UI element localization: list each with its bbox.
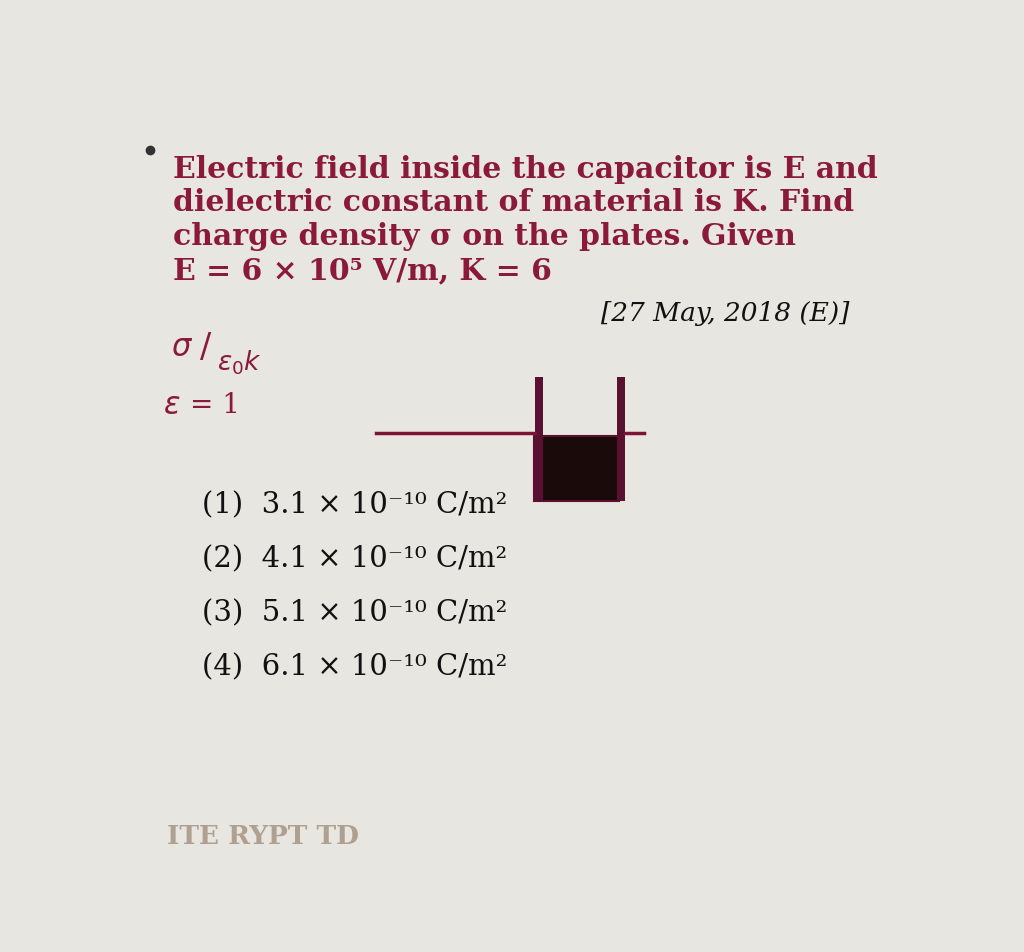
Text: $\varepsilon_0 k$: $\varepsilon_0 k$ bbox=[217, 348, 262, 377]
Text: (3)  5.1 × 10⁻¹⁰ C/m²: (3) 5.1 × 10⁻¹⁰ C/m² bbox=[202, 599, 507, 626]
Text: (4)  6.1 × 10⁻¹⁰ C/m²: (4) 6.1 × 10⁻¹⁰ C/m² bbox=[202, 652, 507, 681]
Text: Electric field inside the capacitor is E and: Electric field inside the capacitor is E… bbox=[173, 154, 878, 184]
Text: (2)  4.1 × 10⁻¹⁰ C/m²: (2) 4.1 × 10⁻¹⁰ C/m² bbox=[202, 545, 507, 573]
Bar bbox=[535, 378, 543, 501]
Bar bbox=[535, 437, 620, 501]
Text: (1)  3.1 × 10⁻¹⁰ C/m²: (1) 3.1 × 10⁻¹⁰ C/m² bbox=[202, 491, 507, 519]
Bar bbox=[617, 378, 625, 501]
Text: $\varepsilon$: $\varepsilon$ bbox=[163, 389, 180, 421]
Text: /: / bbox=[200, 331, 211, 364]
Text: charge density σ on the plates. Given: charge density σ on the plates. Given bbox=[173, 222, 796, 251]
Bar bbox=[617, 378, 625, 501]
Text: ITE RYPT TD: ITE RYPT TD bbox=[167, 823, 358, 848]
Text: $\sigma$: $\sigma$ bbox=[171, 332, 193, 363]
Text: dielectric constant of material is K. Find: dielectric constant of material is K. Fi… bbox=[173, 188, 854, 217]
Bar bbox=[535, 378, 543, 501]
Text: E = 6 × 10⁵ V/m, K = 6: E = 6 × 10⁵ V/m, K = 6 bbox=[173, 256, 552, 285]
Text: [27 May, 2018 (E)]: [27 May, 2018 (E)] bbox=[601, 300, 849, 326]
Text: = 1: = 1 bbox=[190, 391, 240, 419]
